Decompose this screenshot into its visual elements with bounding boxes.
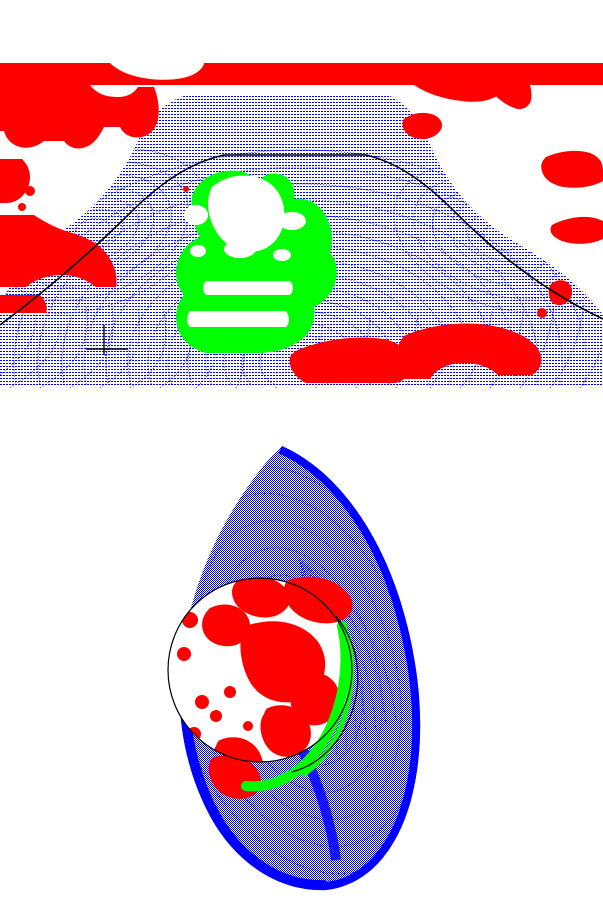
red-mass-right <box>289 63 603 383</box>
axis-tick-marks <box>86 325 128 355</box>
sphere-limb-far-arc <box>291 615 359 773</box>
red-mass-left <box>0 83 200 313</box>
separatrix-arc <box>0 154 603 326</box>
red-mass-sphere <box>177 578 340 762</box>
flattened-projection-panel <box>0 63 603 388</box>
perspective-view-panel <box>150 440 453 895</box>
sphere-outline-circle <box>167 577 353 763</box>
lower-panel-graphics <box>150 440 453 895</box>
upper-panel-graphics <box>0 63 603 388</box>
green-mass-holes <box>184 175 306 327</box>
